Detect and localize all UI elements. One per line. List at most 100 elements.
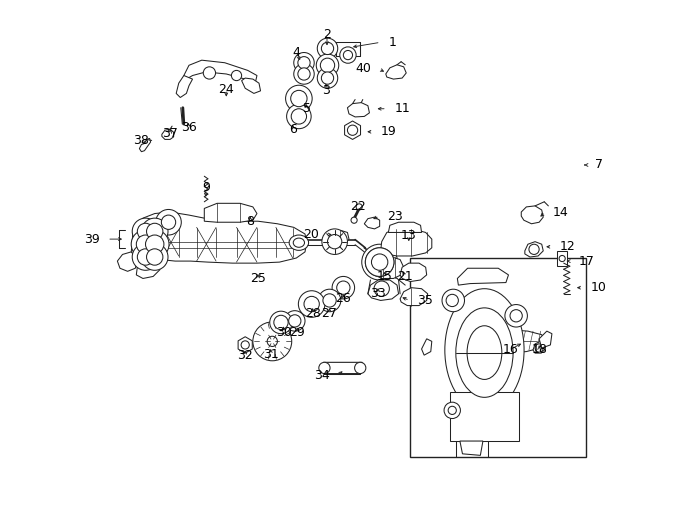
Polygon shape: [238, 337, 252, 353]
Polygon shape: [139, 138, 150, 152]
Circle shape: [321, 42, 334, 54]
Text: 12: 12: [559, 240, 575, 253]
Polygon shape: [421, 339, 432, 355]
Ellipse shape: [293, 238, 304, 247]
Polygon shape: [539, 331, 552, 348]
Polygon shape: [241, 78, 260, 94]
Polygon shape: [457, 268, 508, 285]
Circle shape: [365, 248, 394, 277]
Circle shape: [340, 47, 356, 63]
Circle shape: [365, 248, 394, 277]
Circle shape: [321, 72, 334, 84]
Circle shape: [270, 311, 292, 334]
Text: 2: 2: [323, 28, 331, 41]
Polygon shape: [525, 242, 543, 257]
Bar: [557, 251, 567, 266]
Text: 5: 5: [302, 102, 311, 115]
Polygon shape: [347, 103, 370, 117]
Polygon shape: [374, 257, 404, 279]
Polygon shape: [184, 60, 257, 82]
Circle shape: [286, 85, 312, 112]
Circle shape: [362, 244, 398, 280]
Text: 35: 35: [417, 294, 433, 307]
Circle shape: [155, 210, 181, 235]
Ellipse shape: [456, 308, 513, 397]
Text: 27: 27: [321, 307, 337, 320]
Circle shape: [535, 344, 543, 352]
Circle shape: [285, 310, 305, 331]
Circle shape: [203, 67, 216, 79]
Circle shape: [298, 291, 325, 317]
Text: 21: 21: [398, 270, 413, 283]
Text: 4: 4: [293, 46, 300, 59]
Text: 16: 16: [503, 342, 519, 356]
Text: 38: 38: [134, 134, 149, 147]
Circle shape: [141, 244, 168, 270]
Circle shape: [332, 277, 355, 299]
Text: 33: 33: [370, 287, 386, 300]
Polygon shape: [400, 263, 427, 282]
Polygon shape: [484, 329, 545, 353]
Ellipse shape: [289, 235, 309, 250]
Circle shape: [132, 218, 159, 245]
Text: 36: 36: [181, 121, 197, 134]
Bar: [324, 362, 360, 374]
Circle shape: [317, 68, 337, 88]
Circle shape: [253, 322, 292, 361]
Circle shape: [294, 64, 314, 84]
Text: 10: 10: [590, 281, 606, 294]
Text: 30: 30: [276, 326, 291, 339]
Text: 28: 28: [304, 307, 321, 320]
Circle shape: [448, 406, 456, 414]
Text: 17: 17: [578, 254, 594, 268]
Circle shape: [232, 70, 242, 81]
Circle shape: [356, 204, 363, 210]
Bar: [410, 258, 586, 457]
Circle shape: [291, 109, 307, 124]
Polygon shape: [118, 252, 138, 271]
Circle shape: [131, 230, 160, 259]
Text: 31: 31: [263, 347, 279, 361]
Circle shape: [298, 57, 310, 69]
Polygon shape: [344, 121, 360, 139]
Polygon shape: [533, 341, 545, 353]
Text: 29: 29: [290, 326, 305, 339]
Circle shape: [344, 50, 353, 60]
Polygon shape: [136, 253, 160, 279]
Circle shape: [321, 58, 335, 72]
Circle shape: [446, 295, 459, 306]
Circle shape: [328, 234, 342, 249]
Text: 40: 40: [355, 62, 371, 76]
Circle shape: [317, 38, 337, 59]
Polygon shape: [323, 362, 363, 374]
Text: 6: 6: [289, 123, 297, 136]
Circle shape: [559, 255, 565, 262]
Circle shape: [355, 362, 366, 374]
Circle shape: [337, 281, 350, 295]
Polygon shape: [131, 212, 307, 263]
Text: 1: 1: [389, 36, 396, 49]
Polygon shape: [330, 230, 349, 246]
Text: 7: 7: [596, 158, 603, 172]
Circle shape: [141, 230, 169, 259]
Text: 39: 39: [84, 233, 99, 246]
Circle shape: [241, 341, 249, 349]
Circle shape: [351, 217, 357, 223]
Circle shape: [267, 336, 277, 346]
Circle shape: [136, 235, 155, 253]
Circle shape: [323, 294, 336, 307]
Text: 20: 20: [304, 228, 319, 241]
Bar: [449, 393, 519, 441]
Text: 15: 15: [377, 270, 392, 283]
Text: 13: 13: [401, 229, 416, 242]
Circle shape: [318, 289, 341, 311]
Circle shape: [374, 281, 389, 297]
Circle shape: [442, 289, 465, 311]
Text: 11: 11: [395, 102, 410, 115]
Circle shape: [322, 229, 347, 254]
Text: 25: 25: [250, 272, 266, 285]
Text: 9: 9: [202, 181, 210, 194]
Circle shape: [444, 402, 461, 418]
Polygon shape: [364, 217, 379, 229]
Text: 32: 32: [237, 348, 253, 362]
